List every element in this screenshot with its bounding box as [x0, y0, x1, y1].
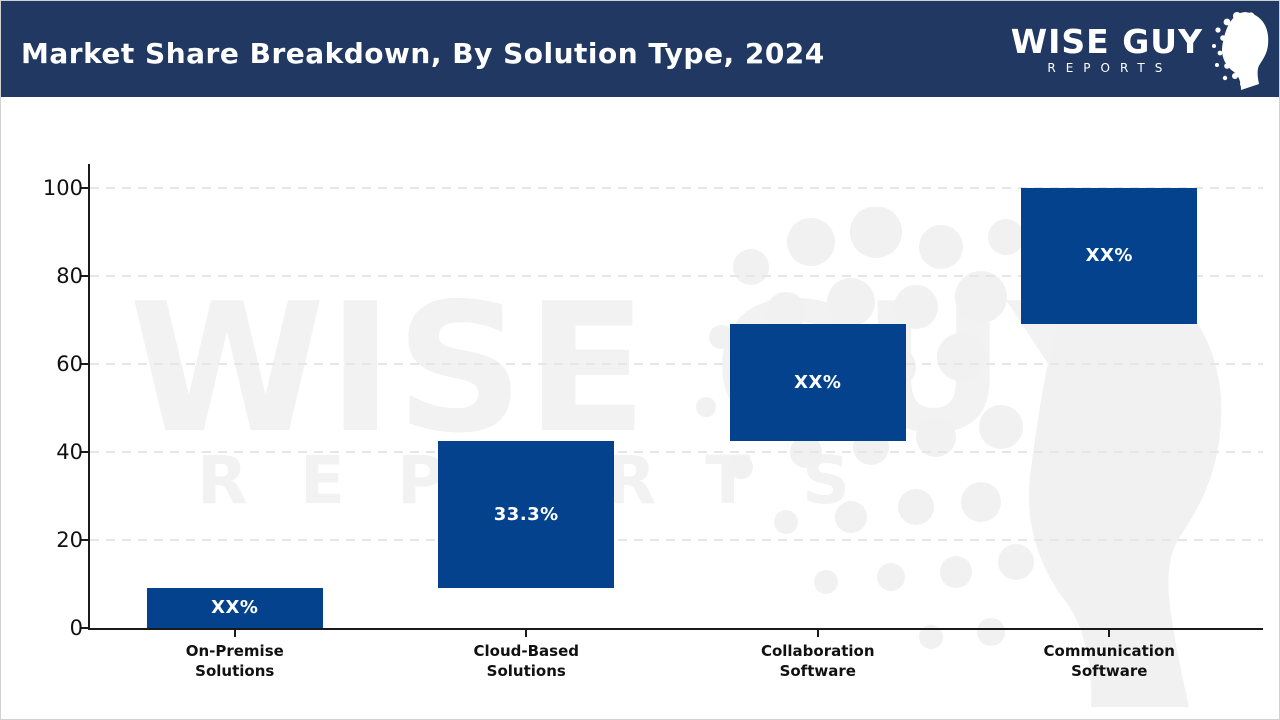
page-title: Market Share Breakdown, By Solution Type…	[21, 37, 825, 70]
y-axis-tick-label: 60	[56, 352, 83, 376]
y-axis-tick-label: 20	[56, 528, 83, 552]
wise-guy-reports-logo: WISE GUY REPORTS	[1011, 6, 1271, 94]
y-axis-tick-mark	[81, 275, 89, 277]
y-axis-line	[88, 164, 90, 630]
y-axis-tick-label: 0	[69, 616, 83, 640]
y-axis-tick-mark	[81, 187, 89, 189]
y-axis-tick-label: 40	[56, 440, 83, 464]
y-axis-tick-mark	[81, 539, 89, 541]
x-axis-tick-mark	[525, 628, 528, 637]
x-axis-category-label: Cloud-Based Solutions	[473, 642, 580, 680]
bar-cloud-based-solutions: 33.3%	[438, 441, 615, 588]
x-axis-category-label: On-Premise Solutions	[185, 642, 284, 680]
y-axis-tick-label: 80	[56, 264, 83, 288]
logo-brand-name: WISE GUY	[1010, 22, 1203, 62]
waterfall-chart: WISE GUY REPORTS 0	[1, 97, 1279, 719]
logo-tagline: REPORTS	[1047, 60, 1173, 75]
bar-value-label: 33.3%	[493, 504, 559, 526]
x-axis-line	[88, 628, 1263, 630]
gridline	[90, 539, 1263, 541]
x-axis-category-label: Collaboration Software	[760, 642, 875, 680]
x-axis-tick-mark	[816, 628, 819, 637]
logo-text: WISE GUY REPORTS	[1011, 25, 1203, 75]
gridline	[90, 363, 1263, 365]
x-axis-category-label: Communication Software	[1043, 642, 1175, 680]
bar-collaboration-software: XX%	[729, 323, 906, 442]
gridline	[90, 187, 1263, 189]
x-axis-tick-mark	[1108, 628, 1111, 637]
y-axis-tick-mark	[81, 451, 89, 453]
watermark-face-dots	[696, 207, 1222, 707]
y-axis-tick-mark	[81, 627, 89, 629]
gridline	[90, 451, 1263, 453]
x-axis-tick-mark	[233, 628, 236, 637]
bar-communication-software: XX%	[1021, 188, 1198, 324]
header-bar: Market Share Breakdown, By Solution Type…	[1, 1, 1279, 97]
bar-value-label: XX%	[211, 597, 259, 619]
y-axis-tick-label: 100	[42, 176, 83, 200]
face-profile-dots-icon	[1212, 12, 1269, 90]
bar-on-premise-solutions: XX%	[146, 587, 323, 628]
bar-value-label: XX%	[794, 372, 842, 394]
gridline	[90, 275, 1263, 277]
y-axis-tick-mark	[81, 363, 89, 365]
bar-value-label: XX%	[1085, 245, 1133, 267]
